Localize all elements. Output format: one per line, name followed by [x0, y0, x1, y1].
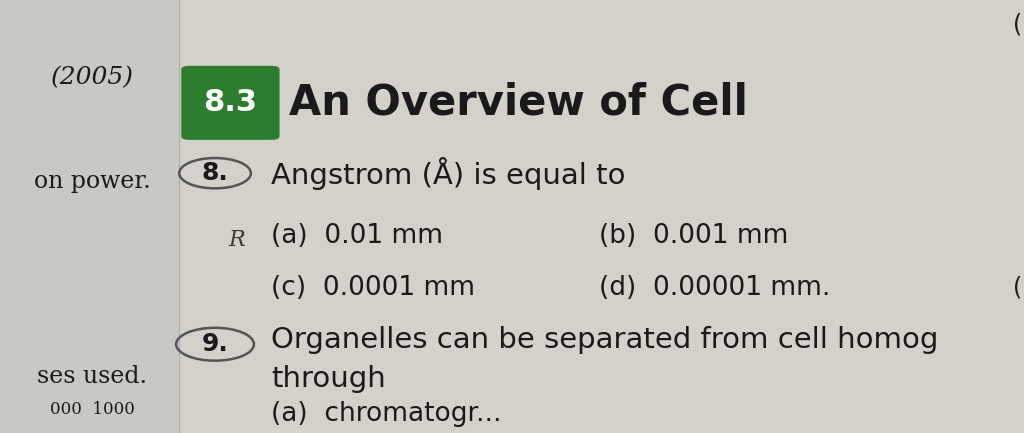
Text: ses used.: ses used. — [37, 365, 147, 388]
FancyBboxPatch shape — [181, 66, 280, 140]
Text: (: ( — [1013, 276, 1022, 300]
Text: (2005): (2005) — [50, 66, 134, 90]
Text: An Overview of Cell: An Overview of Cell — [289, 82, 748, 124]
Text: (a)  0.01 mm: (a) 0.01 mm — [271, 223, 443, 249]
Text: 000  1000: 000 1000 — [50, 401, 134, 418]
Text: Angstrom (Å) is equal to: Angstrom (Å) is equal to — [271, 157, 626, 190]
Text: 8.3: 8.3 — [204, 88, 257, 117]
Bar — [179, 0, 1024, 433]
Text: 8.: 8. — [202, 161, 228, 185]
Text: (: ( — [1013, 13, 1022, 37]
Text: Organelles can be separated from cell homog: Organelles can be separated from cell ho… — [271, 326, 939, 354]
Text: (d)  0.00001 mm.: (d) 0.00001 mm. — [599, 275, 830, 301]
Text: on power.: on power. — [34, 170, 151, 194]
Text: (c)  0.0001 mm: (c) 0.0001 mm — [271, 275, 475, 301]
Text: 9.: 9. — [202, 332, 228, 356]
Text: through: through — [271, 365, 386, 393]
Text: (b)  0.001 mm: (b) 0.001 mm — [599, 223, 788, 249]
Text: (a)  chromatogr...: (a) chromatogr... — [271, 401, 502, 427]
Text: R: R — [228, 229, 245, 251]
